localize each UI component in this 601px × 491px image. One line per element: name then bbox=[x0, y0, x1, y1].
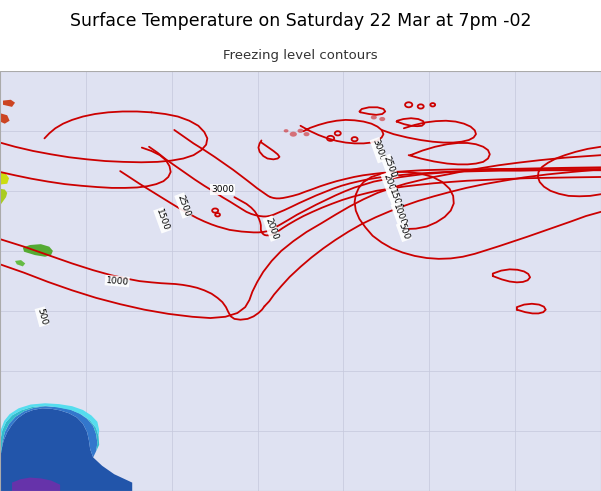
Text: 1000: 1000 bbox=[105, 275, 129, 287]
Polygon shape bbox=[3, 100, 15, 107]
Text: 2500: 2500 bbox=[175, 193, 192, 218]
Polygon shape bbox=[0, 113, 10, 124]
Polygon shape bbox=[12, 478, 60, 491]
Text: 2500: 2500 bbox=[381, 155, 398, 179]
Circle shape bbox=[379, 117, 385, 121]
Polygon shape bbox=[0, 172, 9, 185]
Text: 1500: 1500 bbox=[154, 208, 171, 233]
Text: Freezing level contours: Freezing level contours bbox=[223, 49, 378, 62]
Polygon shape bbox=[0, 406, 97, 462]
Circle shape bbox=[284, 129, 288, 133]
Text: 1500: 1500 bbox=[387, 188, 404, 213]
Polygon shape bbox=[15, 260, 25, 267]
Text: 2000: 2000 bbox=[381, 172, 398, 197]
Text: 2000: 2000 bbox=[263, 217, 280, 241]
Circle shape bbox=[297, 129, 304, 133]
Polygon shape bbox=[0, 406, 99, 453]
Circle shape bbox=[304, 132, 310, 136]
Polygon shape bbox=[0, 189, 7, 206]
Circle shape bbox=[290, 132, 297, 136]
Text: 500: 500 bbox=[397, 222, 411, 241]
Text: Surface Temperature on Saturday 22 Mar at 7pm -02: Surface Temperature on Saturday 22 Mar a… bbox=[70, 12, 531, 30]
Text: 1000: 1000 bbox=[391, 202, 408, 227]
Text: 3000: 3000 bbox=[370, 138, 387, 163]
Polygon shape bbox=[0, 409, 132, 491]
Text: 3000: 3000 bbox=[211, 185, 234, 194]
Polygon shape bbox=[23, 244, 53, 257]
Polygon shape bbox=[0, 403, 99, 439]
Text: 500: 500 bbox=[35, 307, 49, 327]
Circle shape bbox=[371, 115, 377, 119]
